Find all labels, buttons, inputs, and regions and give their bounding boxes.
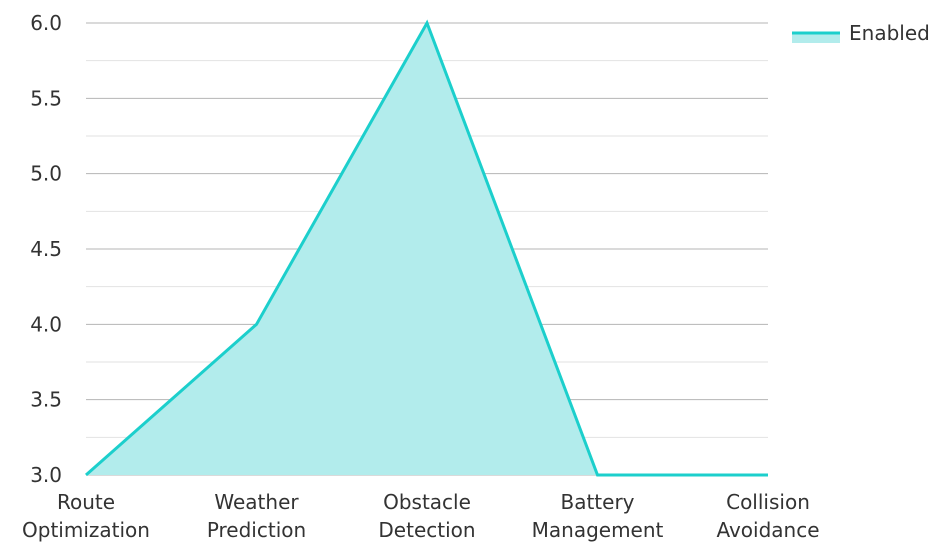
x-tick-label: Collision Avoidance: [716, 490, 819, 542]
y-tick-label: 3.5: [30, 388, 62, 412]
x-axis: Route Optimization Weather Prediction Obstac…: [22, 490, 820, 542]
series-line: [85, 19, 768, 477]
legend: Enabled: [792, 21, 930, 45]
y-tick-label: 4.0: [30, 312, 62, 336]
y-tick-label: 6.0: [30, 11, 62, 35]
y-tick-label: 5.5: [30, 86, 62, 110]
y-axis: 3.0 3.5 4.0 4.5 5.0 5.5 6.0: [30, 11, 62, 487]
y-tick-label: 5.0: [30, 162, 62, 186]
series-area-fill: [86, 23, 768, 475]
x-tick-label: Obstacle Detection: [378, 490, 475, 542]
legend-label: Enabled: [849, 21, 930, 45]
legend-swatch-fill: [792, 33, 840, 43]
y-tick-label: 4.5: [30, 237, 62, 261]
x-tick-label: Battery Management: [532, 490, 664, 542]
x-tick-label: Weather Prediction: [207, 490, 306, 542]
x-tick-label: Route Optimization: [22, 490, 150, 542]
y-tick-label: 3.0: [30, 463, 62, 487]
plot-area: [85, 19, 768, 477]
